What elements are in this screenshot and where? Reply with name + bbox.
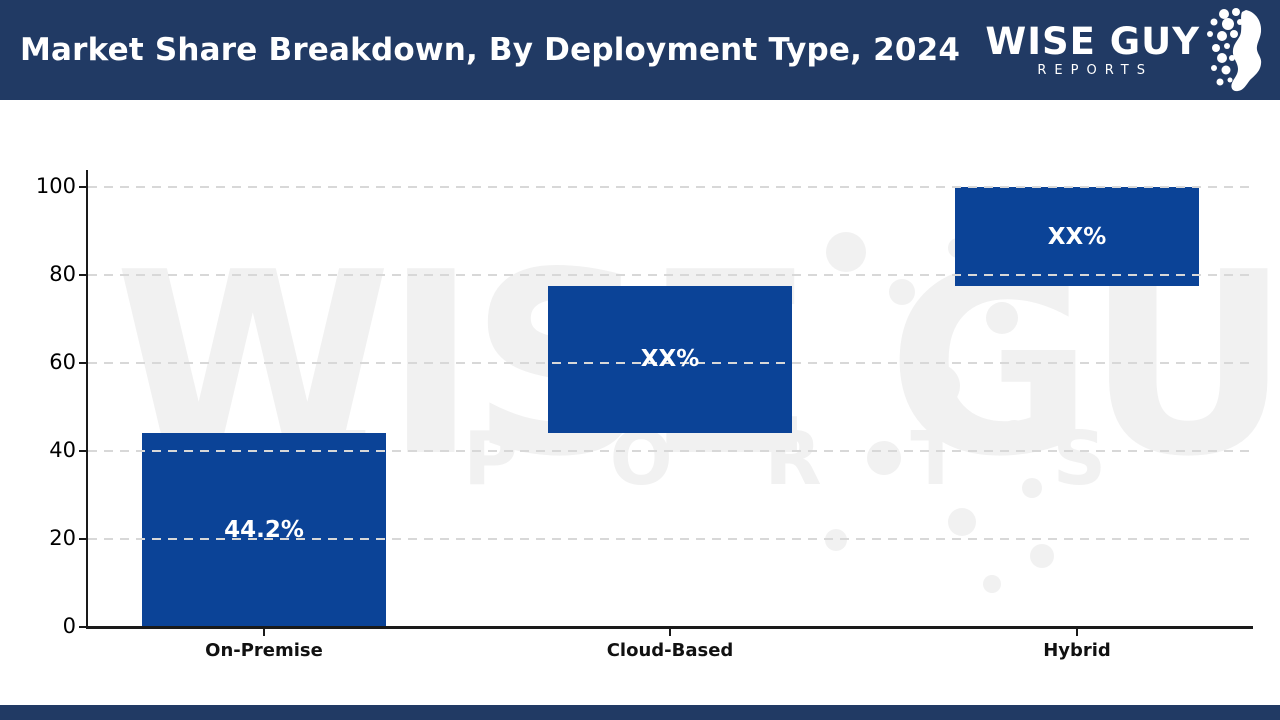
- y-tick-label: 80: [49, 262, 76, 286]
- x-axis-line: [86, 626, 1253, 629]
- x-tick-label-on-premise: On-Premise: [205, 640, 323, 661]
- y-tick-label: 100: [35, 174, 76, 198]
- x-tick: [669, 629, 671, 636]
- brand-logo: WISE GUY REPORTS: [985, 6, 1264, 94]
- bar-value-label: XX%: [1047, 223, 1107, 250]
- gridline-80: [88, 274, 1253, 276]
- y-tick: [79, 274, 86, 276]
- y-tick-label: 60: [49, 350, 76, 374]
- header-bar: Market Share Breakdown, By Deployment Ty…: [0, 0, 1280, 100]
- footer-bar: [0, 705, 1280, 720]
- y-tick: [79, 626, 86, 628]
- page-title: Market Share Breakdown, By Deployment Ty…: [20, 32, 961, 68]
- logo-face-icon: [1207, 8, 1262, 92]
- x-tick-label-cloud-based: Cloud-Based: [606, 640, 734, 661]
- gridline-60: [88, 362, 1253, 364]
- bar-value-label: 44.2%: [224, 516, 304, 543]
- y-tick: [79, 362, 86, 364]
- y-tick: [79, 538, 86, 540]
- x-tick: [1076, 629, 1078, 636]
- x-tick-label-hybrid: Hybrid: [1043, 640, 1111, 661]
- logo-wordmark: WISE GUY REPORTS: [985, 23, 1200, 77]
- y-tick-label: 20: [49, 526, 76, 550]
- gridline-100: [88, 186, 1253, 188]
- y-tick: [79, 186, 86, 188]
- logo-line2: REPORTS: [1037, 63, 1153, 78]
- y-tick-label: 0: [62, 614, 76, 638]
- bar-cloud-based: [548, 286, 792, 433]
- bar-value-label: XX%: [640, 346, 700, 373]
- gridline-20: [88, 538, 1253, 540]
- x-tick: [263, 629, 265, 636]
- bar-hybrid: [955, 187, 1199, 286]
- y-tick-label: 40: [49, 438, 76, 462]
- bar-on-premise: [142, 432, 386, 627]
- logo-line1: WISE GUY: [985, 20, 1200, 63]
- y-tick: [79, 450, 86, 452]
- y-axis-line: [86, 170, 88, 629]
- gridline-40: [88, 450, 1253, 452]
